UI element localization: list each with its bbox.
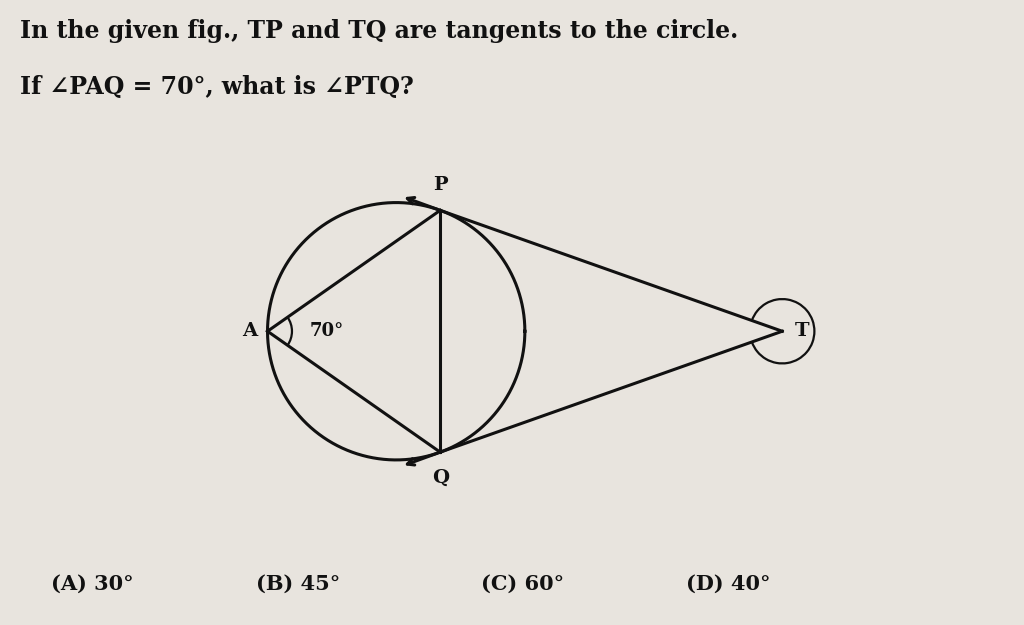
Text: (D) 40°: (D) 40° [686,574,771,594]
Text: If ∠PAQ = 70°, what is ∠PTQ?: If ∠PAQ = 70°, what is ∠PTQ? [20,75,415,99]
Text: (B) 45°: (B) 45° [256,574,340,594]
Text: (A) 30°: (A) 30° [51,574,134,594]
Text: A: A [242,322,257,340]
Text: P: P [433,176,447,194]
Text: Q: Q [432,469,449,487]
Text: T: T [795,322,810,340]
Text: In the given fig., TP and TQ are tangents to the circle.: In the given fig., TP and TQ are tangent… [20,19,738,42]
Text: 70°: 70° [310,322,344,340]
Text: (C) 60°: (C) 60° [481,574,564,594]
